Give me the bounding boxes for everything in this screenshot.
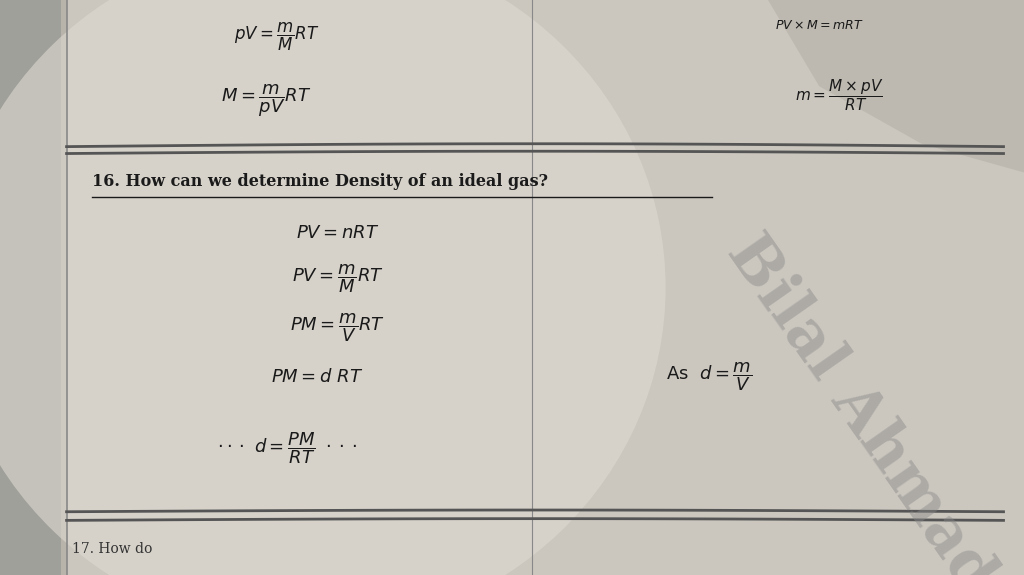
Polygon shape [768, 0, 1024, 172]
Text: $\cdot\cdot\cdot\ d = \dfrac{PM}{RT}\ \cdot\cdot\cdot$: $\cdot\cdot\cdot\ d = \dfrac{PM}{RT}\ \c… [217, 431, 356, 466]
Text: $\mathrm{As}\ \ d = \dfrac{m}{V}$: $\mathrm{As}\ \ d = \dfrac{m}{V}$ [666, 361, 752, 393]
Text: $pV = \dfrac{m}{M}RT$: $pV = \dfrac{m}{M}RT$ [233, 21, 319, 53]
Text: $PM= d\ RT$: $PM= d\ RT$ [271, 367, 364, 386]
Text: $PV \times M = mRT$: $PV \times M = mRT$ [775, 20, 863, 32]
Text: $PV = \dfrac{m}{M}RT$: $PV = \dfrac{m}{M}RT$ [292, 263, 384, 295]
Polygon shape [0, 0, 61, 575]
Text: 17. How do: 17. How do [72, 542, 152, 556]
Text: Bilal Ahmad: Bilal Ahmad [715, 224, 1006, 575]
Polygon shape [67, 0, 1024, 575]
Text: $PM = \dfrac{m}{V}RT$: $PM = \dfrac{m}{V}RT$ [291, 312, 385, 344]
Text: $PV = nRT$: $PV = nRT$ [296, 224, 380, 242]
Ellipse shape [0, 0, 666, 575]
Text: $M = \dfrac{m}{pV}RT$: $M = \dfrac{m}{pV}RT$ [221, 82, 311, 119]
Text: $m = \dfrac{M \times pV}{RT}$: $m = \dfrac{M \times pV}{RT}$ [796, 77, 884, 113]
Text: 16. How can we determine Density of an ideal gas?: 16. How can we determine Density of an i… [92, 172, 548, 190]
